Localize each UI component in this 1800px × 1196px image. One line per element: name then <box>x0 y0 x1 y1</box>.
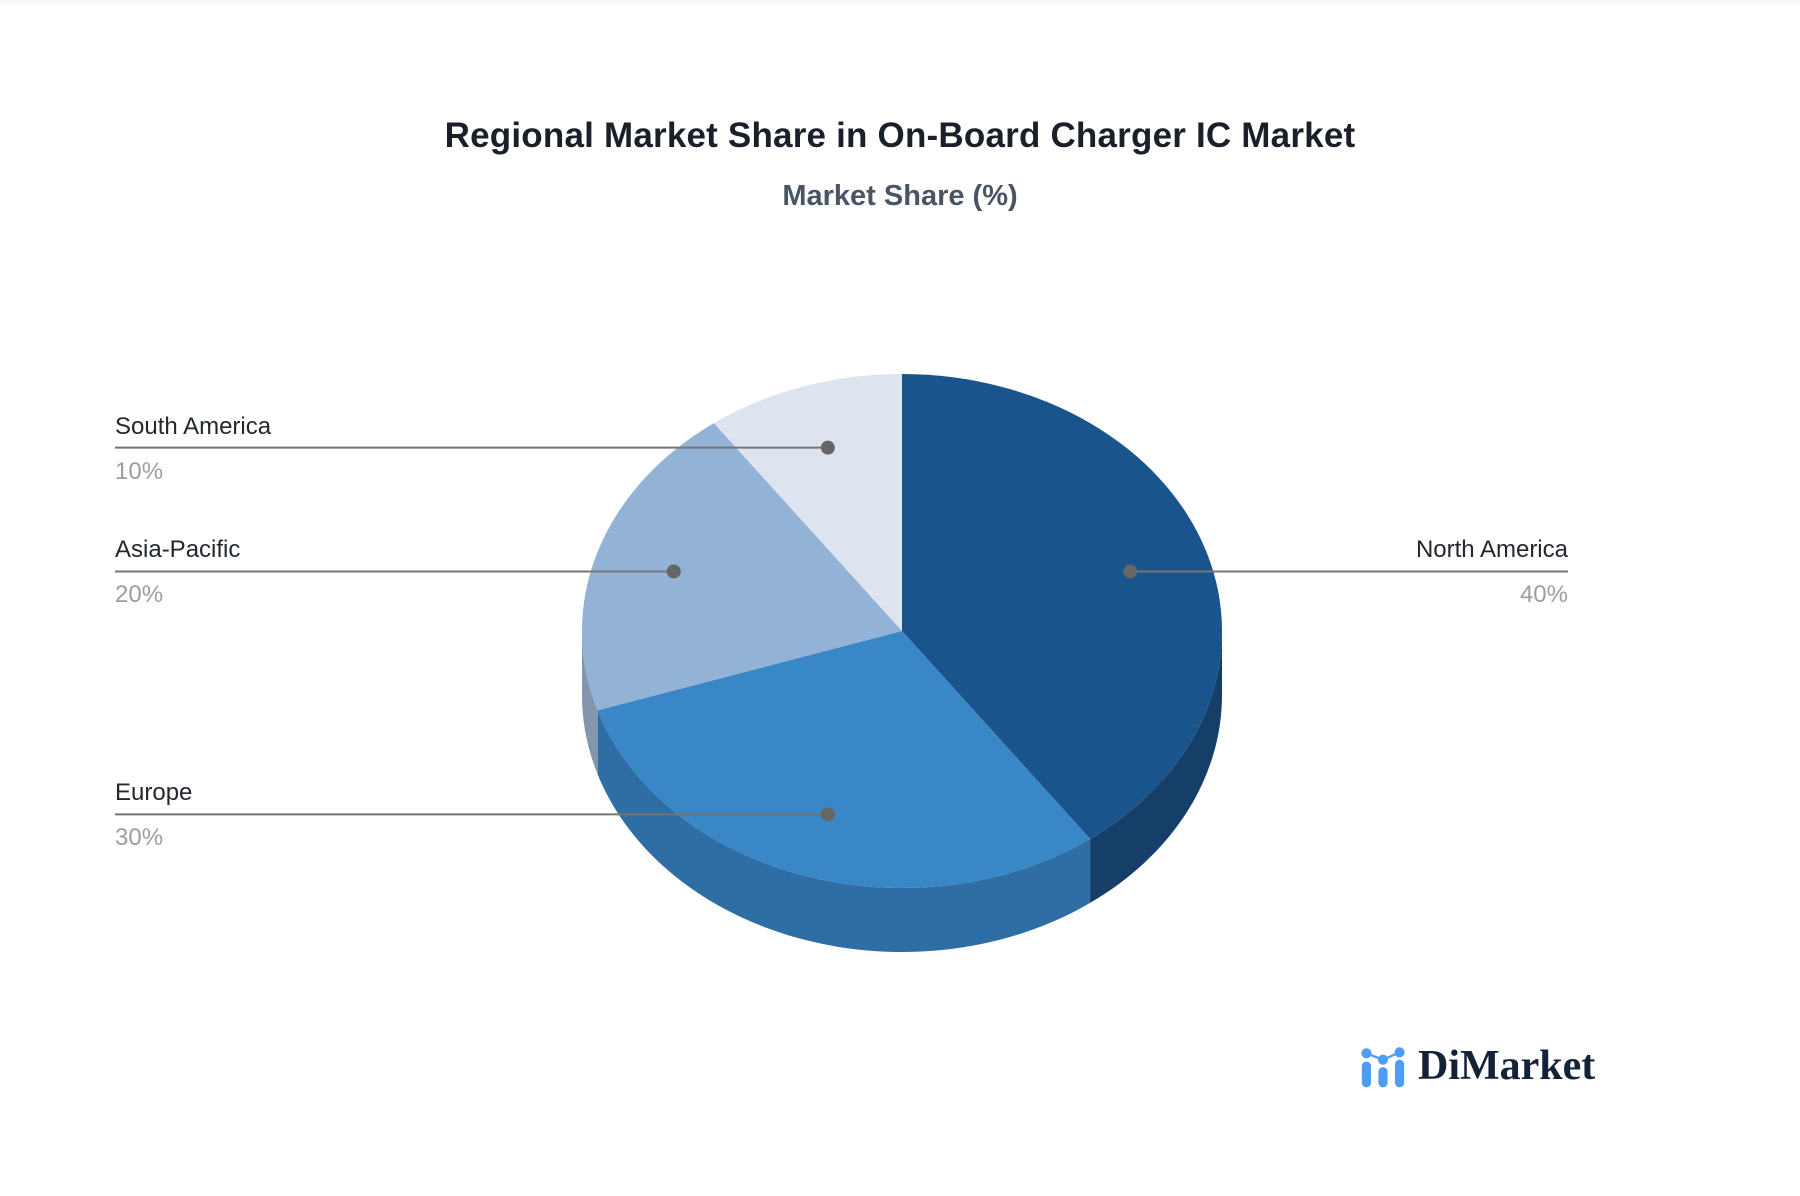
pie-slice-south-america <box>713 374 902 631</box>
dimarket-logo-text: DiMarket <box>1418 1043 1596 1089</box>
slice-label-north-america: North America <box>1415 536 1568 564</box>
slice-value-europe: 30% <box>115 824 164 852</box>
slice-value-north-america: 40% <box>1519 581 1568 609</box>
chart-subtitle: Market Share (%) <box>782 180 1018 212</box>
leader-dot-north-america <box>1123 564 1138 579</box>
slice-label-europe: Europe <box>115 779 193 807</box>
pie-slice-side-europe <box>597 710 1091 953</box>
bar-chart-logo-icon <box>1361 1047 1405 1088</box>
slice-label-south-america: South America <box>115 412 272 440</box>
slice-value-south-america: 10% <box>115 457 164 485</box>
dimarket-logo: DiMarket <box>1360 1042 1595 1090</box>
pie-slice-asia-pacific <box>581 423 902 711</box>
leader-dot-europe <box>820 807 835 822</box>
slice-value-asia-pacific: 20% <box>115 581 164 609</box>
pie-slice-north-america <box>902 374 1223 839</box>
pie-slice-side-north-america <box>1090 631 1222 903</box>
leader-dot-asia-pacific <box>666 564 681 579</box>
chart-title: Regional Market Share in On-Board Charge… <box>444 116 1356 155</box>
page-top-edge <box>0 0 1800 4</box>
pie-slice-side-asia-pacific <box>582 631 598 775</box>
pie-slice-europe <box>597 631 1091 889</box>
leader-dot-south-america <box>820 440 835 455</box>
slice-label-asia-pacific: Asia-Pacific <box>115 536 241 564</box>
